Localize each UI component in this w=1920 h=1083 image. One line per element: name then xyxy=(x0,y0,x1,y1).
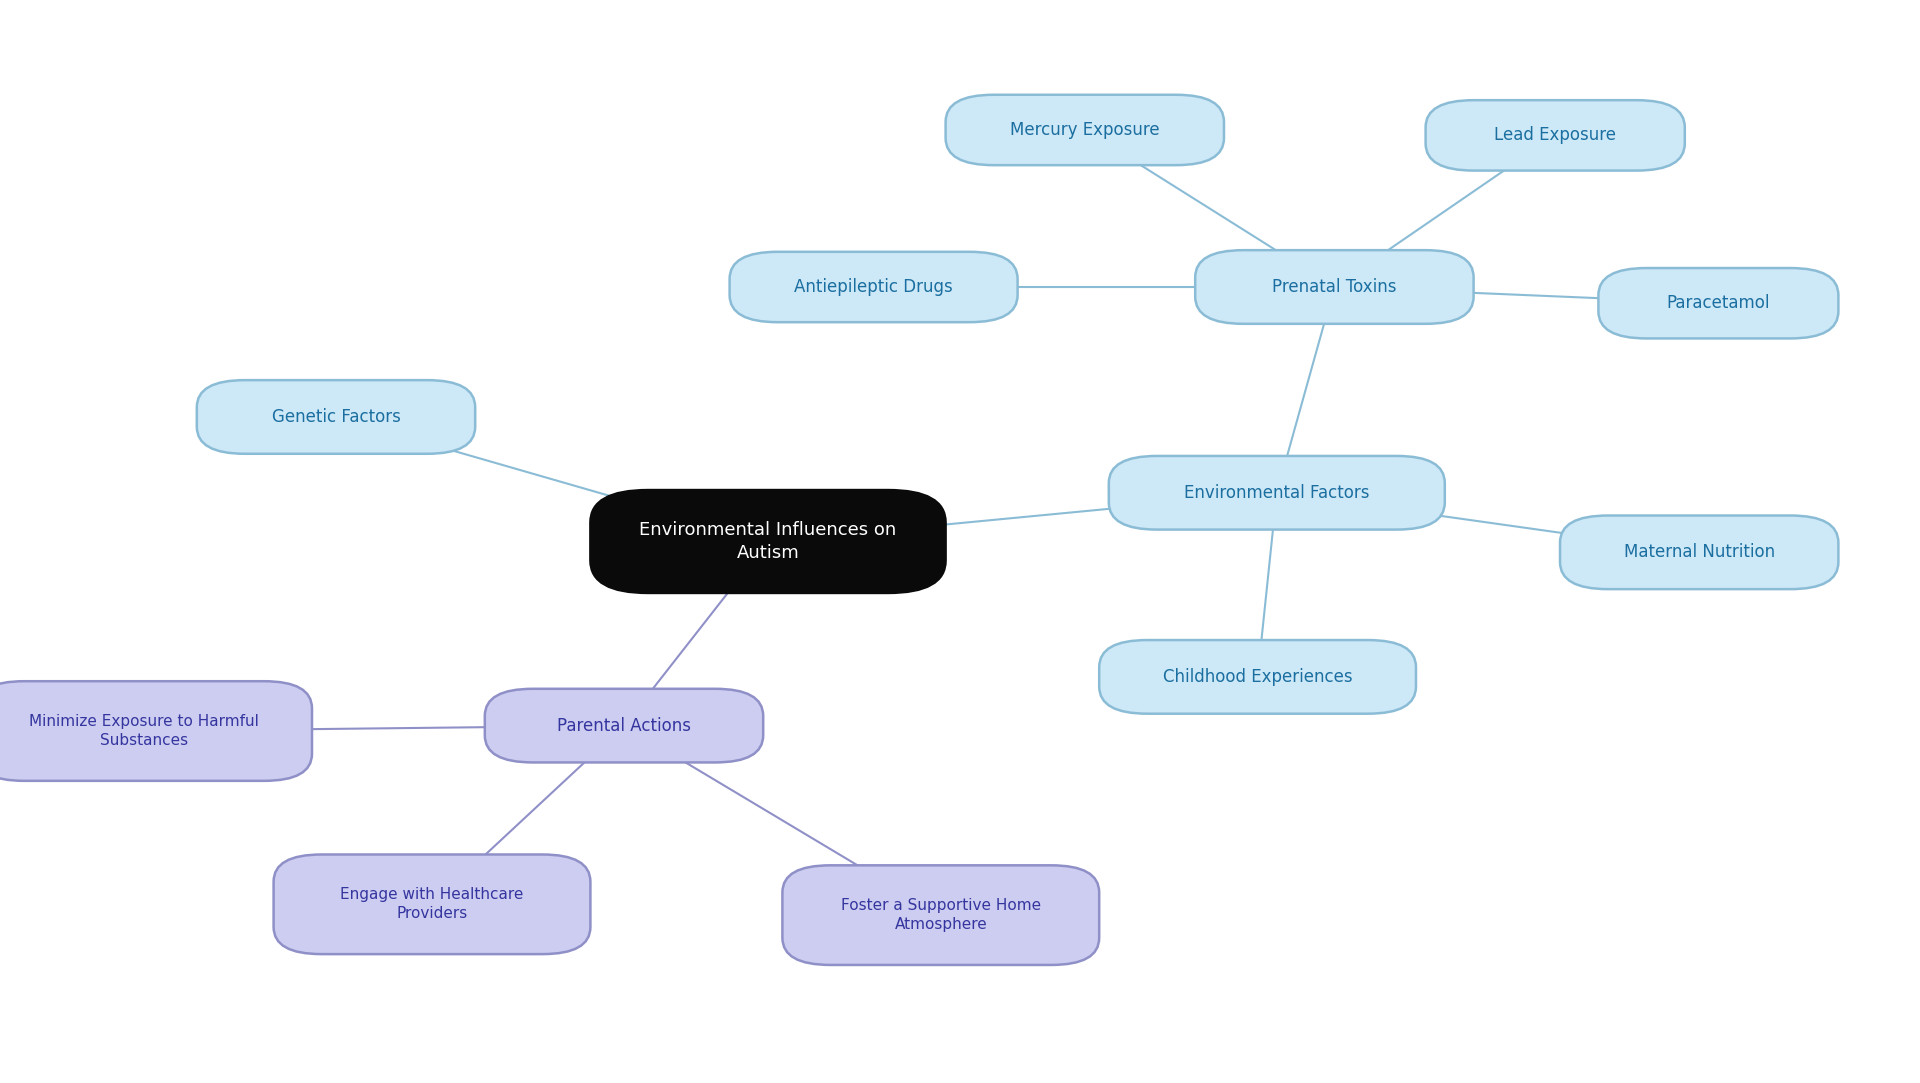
FancyBboxPatch shape xyxy=(1597,269,1839,338)
FancyBboxPatch shape xyxy=(1425,101,1686,170)
FancyBboxPatch shape xyxy=(1559,516,1839,589)
Text: Minimize Exposure to Harmful
Substances: Minimize Exposure to Harmful Substances xyxy=(29,714,259,748)
Text: Environmental Influences on
Autism: Environmental Influences on Autism xyxy=(639,521,897,562)
Text: Antiepileptic Drugs: Antiepileptic Drugs xyxy=(795,278,952,296)
Text: Genetic Factors: Genetic Factors xyxy=(271,408,401,426)
FancyBboxPatch shape xyxy=(783,865,1098,965)
FancyBboxPatch shape xyxy=(945,95,1225,165)
Text: Lead Exposure: Lead Exposure xyxy=(1494,127,1617,144)
FancyBboxPatch shape xyxy=(275,854,591,954)
Text: Foster a Supportive Home
Atmosphere: Foster a Supportive Home Atmosphere xyxy=(841,898,1041,932)
Text: Mercury Exposure: Mercury Exposure xyxy=(1010,121,1160,139)
FancyBboxPatch shape xyxy=(1194,250,1475,324)
FancyBboxPatch shape xyxy=(730,251,1018,323)
Text: Childhood Experiences: Childhood Experiences xyxy=(1164,668,1352,686)
Text: Engage with Healthcare
Providers: Engage with Healthcare Providers xyxy=(340,887,524,922)
Text: Parental Actions: Parental Actions xyxy=(557,717,691,734)
FancyBboxPatch shape xyxy=(1110,456,1446,530)
Text: Maternal Nutrition: Maternal Nutrition xyxy=(1624,544,1774,561)
Text: Environmental Factors: Environmental Factors xyxy=(1185,484,1369,501)
Text: Prenatal Toxins: Prenatal Toxins xyxy=(1273,278,1396,296)
FancyBboxPatch shape xyxy=(196,380,476,454)
FancyBboxPatch shape xyxy=(484,689,764,762)
FancyBboxPatch shape xyxy=(591,490,945,593)
FancyBboxPatch shape xyxy=(0,681,311,781)
Text: Paracetamol: Paracetamol xyxy=(1667,295,1770,312)
FancyBboxPatch shape xyxy=(1098,640,1417,714)
